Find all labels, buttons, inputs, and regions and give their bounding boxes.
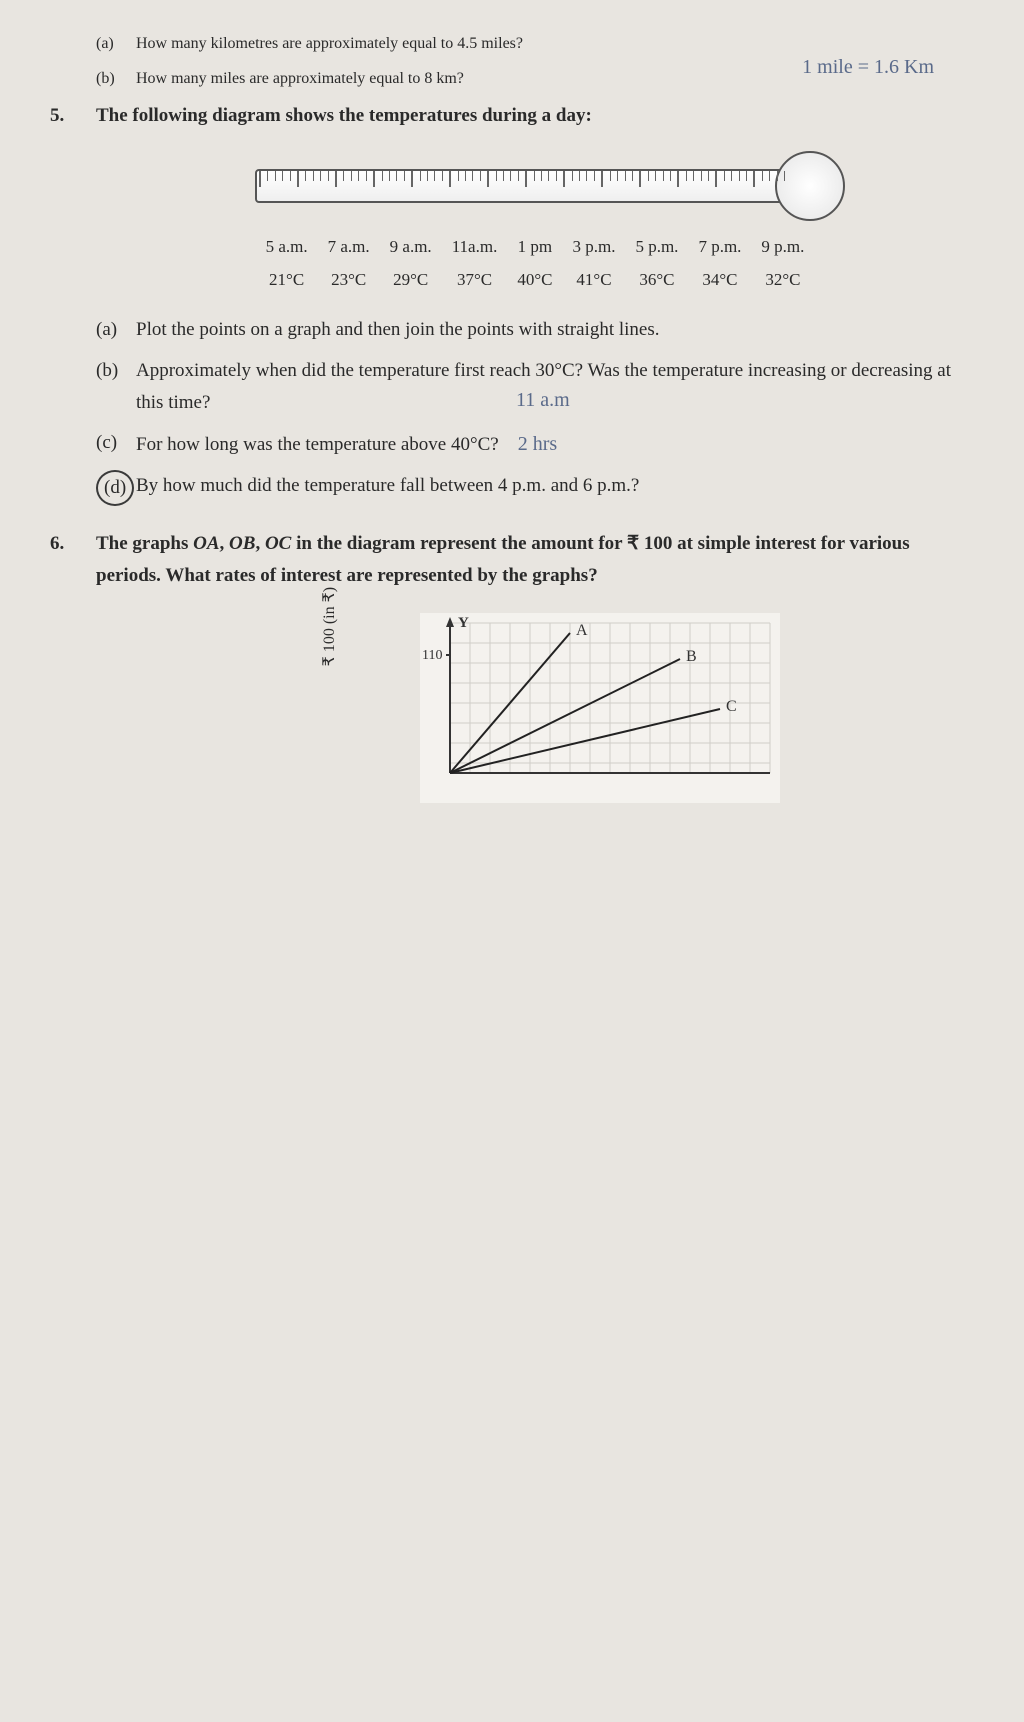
- q5-c-annotation: 2 hrs: [518, 433, 557, 455]
- q5-b-annotation: 11 a.m: [516, 383, 570, 417]
- temp-cell: 36°C: [625, 264, 688, 297]
- temp-cell: 32°C: [751, 264, 814, 297]
- sub-label-b: (b): [96, 65, 136, 92]
- q5-c-text: For how long was the temperature above 4…: [136, 434, 499, 455]
- temp-cell: 23°C: [318, 264, 380, 297]
- time-cell: 9 p.m.: [751, 231, 814, 264]
- time-cell: 5 p.m.: [625, 231, 688, 264]
- q5-c-label: (c): [96, 427, 136, 461]
- time-cell: 7 a.m.: [318, 231, 380, 264]
- question-number-6: 6.: [50, 528, 96, 803]
- interest-graph: Y 110 A B C: [420, 613, 780, 803]
- temp-cell: 40°C: [507, 264, 562, 297]
- time-cell: 9 a.m.: [380, 231, 442, 264]
- q5-d-text: By how much did the temperature fall bet…: [136, 470, 974, 506]
- temp-cell: 37°C: [442, 264, 508, 297]
- temperature-table: 5 a.m.7 a.m.9 a.m.11a.m.1 pm3 p.m.5 p.m.…: [96, 231, 974, 297]
- thermometer-diagram: [96, 149, 974, 219]
- q5-d-label: (d): [96, 470, 136, 506]
- time-cell: 5 a.m.: [256, 231, 318, 264]
- question-number-5: 5.: [50, 100, 96, 514]
- y-axis-unit-label: ₹ 100 (in ₹): [316, 586, 343, 665]
- svg-text:B: B: [686, 648, 697, 665]
- svg-text:Y: Y: [458, 615, 469, 631]
- time-cell: 11a.m.: [442, 231, 508, 264]
- q5-b-label: (b): [96, 355, 136, 420]
- handwritten-annotation: 1 mile = 1.6 Km: [802, 56, 934, 79]
- svg-text:110: 110: [422, 648, 442, 663]
- question-6-stem: The graphs OA, OB, OC in the diagram rep…: [96, 528, 974, 593]
- svg-text:A: A: [576, 622, 588, 639]
- question-5-stem: The following diagram shows the temperat…: [96, 100, 974, 132]
- temp-cell: 29°C: [380, 264, 442, 297]
- sub-label-a: (a): [96, 30, 136, 57]
- time-cell: 3 p.m.: [562, 231, 625, 264]
- temp-cell: 34°C: [688, 264, 751, 297]
- temp-cell: 41°C: [562, 264, 625, 297]
- q5-a-text: Plot the points on a graph and then join…: [136, 314, 974, 346]
- svg-text:C: C: [726, 698, 737, 715]
- sub-text-a: How many kilometres are approximately eq…: [136, 30, 974, 57]
- temp-cell: 21°C: [256, 264, 318, 297]
- time-cell: 7 p.m.: [688, 231, 751, 264]
- q5-a-label: (a): [96, 314, 136, 346]
- time-cell: 1 pm: [507, 231, 562, 264]
